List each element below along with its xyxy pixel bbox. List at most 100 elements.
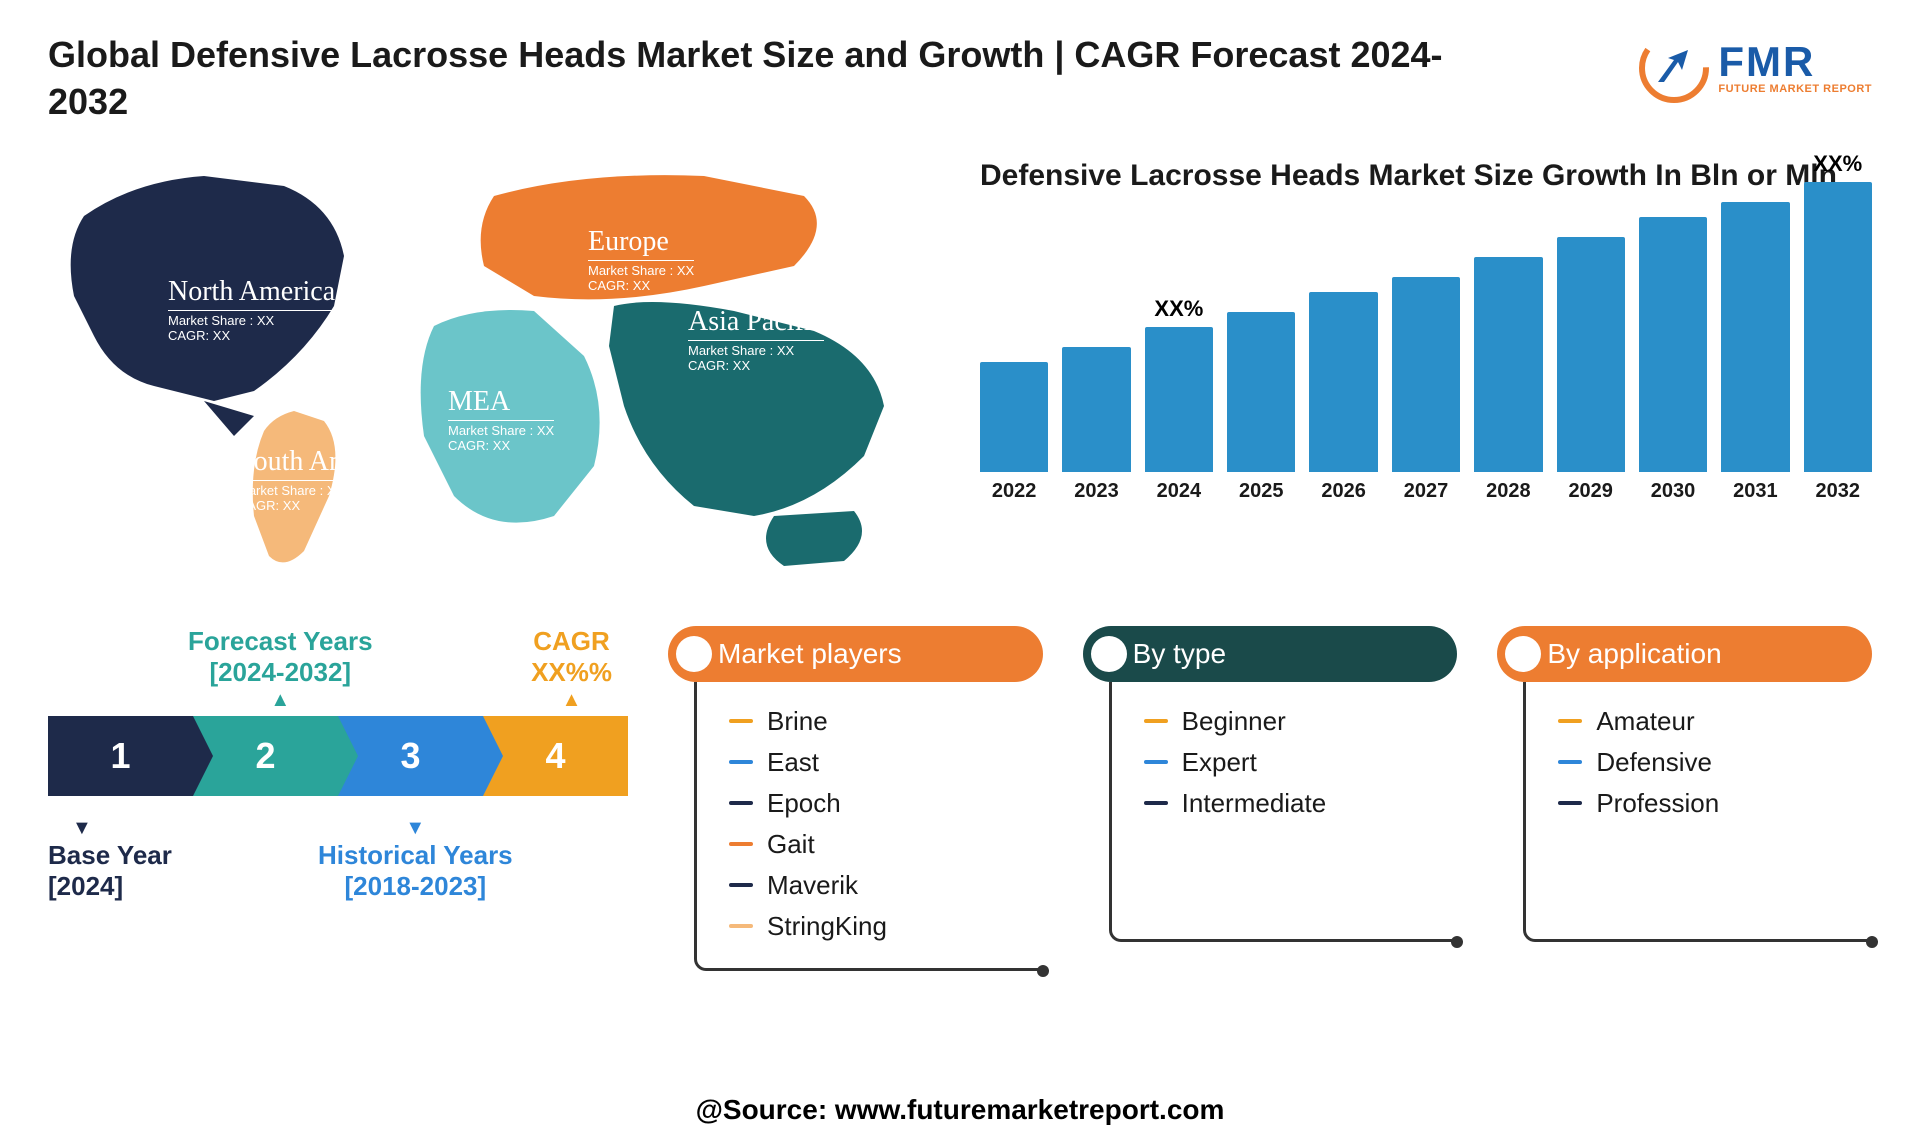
- bullet-icon: [1144, 801, 1168, 805]
- category-header: By type: [1083, 626, 1458, 682]
- bar-annotation: XX%: [1154, 296, 1203, 322]
- bar-2027: 2027: [1392, 277, 1460, 503]
- category-by-type: By type Beginner Expert Intermediate: [1083, 626, 1458, 971]
- bar-2028: 2028: [1474, 257, 1542, 503]
- bar: [1062, 347, 1130, 472]
- bar-2030: 2030: [1639, 217, 1707, 503]
- region-asia-pacific: Asia PacificMarket Share : XXCAGR: XX: [688, 306, 824, 373]
- category-header: Market players: [668, 626, 1043, 682]
- bar-chart-section: Defensive Lacrosse Heads Market Size Gro…: [980, 156, 1872, 576]
- item-label: Beginner: [1182, 706, 1286, 737]
- bar-chart: 20222023XX%20242025202620272028202920302…: [980, 203, 1872, 503]
- category-body: Brine East Epoch Gait Maverik StringKing: [694, 682, 1043, 971]
- bar-2026: 2026: [1309, 292, 1377, 503]
- bar-year-label: 2023: [1074, 480, 1119, 503]
- bar-year-label: 2029: [1568, 480, 1613, 503]
- item-label: Maverik: [767, 870, 858, 901]
- item-label: StringKing: [767, 911, 887, 942]
- category-market-players: Market players Brine East Epoch Gait Maverik S…: [668, 626, 1043, 971]
- page-title: Global Defensive Lacrosse Heads Market S…: [48, 32, 1478, 126]
- bullet-icon: [1144, 719, 1168, 723]
- item-label: East: [767, 747, 819, 778]
- timeline: Forecast Years [2024-2032] ▲ CAGR XX%% ▲…: [48, 626, 628, 796]
- list-item: Maverik: [729, 870, 1027, 901]
- bar-year-label: 2024: [1157, 480, 1202, 503]
- list-item: Amateur: [1558, 706, 1856, 737]
- item-label: Amateur: [1596, 706, 1694, 737]
- chart-title: Defensive Lacrosse Heads Market Size Gro…: [980, 156, 1872, 195]
- bar-2029: 2029: [1557, 237, 1625, 503]
- bar-2025: 2025: [1227, 312, 1295, 503]
- logo: FMR FUTURE MARKET REPORT: [1638, 32, 1872, 104]
- bar-year-label: 2022: [992, 480, 1037, 503]
- timeline-seg-2: 2: [193, 716, 338, 796]
- bar-2031: 2031: [1721, 202, 1789, 503]
- category-body: Amateur Defensive Profession: [1523, 682, 1872, 942]
- bar-year-label: 2027: [1404, 480, 1449, 503]
- list-item: StringKing: [729, 911, 1027, 942]
- region-south-america: South AmericaMarket Share : XXCAGR: XX: [238, 446, 405, 513]
- bar-year-label: 2030: [1651, 480, 1696, 503]
- item-label: Expert: [1182, 747, 1257, 778]
- base-label: ▼ Base Year [2024]: [48, 816, 172, 902]
- bullet-icon: [729, 801, 753, 805]
- forecast-label: Forecast Years [2024-2032] ▲: [188, 626, 373, 712]
- bar-year-label: 2026: [1321, 480, 1366, 503]
- bar: [1227, 312, 1295, 472]
- list-item: Brine: [729, 706, 1027, 737]
- bullet-icon: [1558, 760, 1582, 764]
- region-europe: EuropeMarket Share : XXCAGR: XX: [588, 226, 694, 293]
- bar-year-label: 2028: [1486, 480, 1531, 503]
- item-label: Profession: [1596, 788, 1719, 819]
- logo-sub: FUTURE MARKET REPORT: [1718, 83, 1872, 95]
- category-body: Beginner Expert Intermediate: [1109, 682, 1458, 942]
- bullet-icon: [1558, 719, 1582, 723]
- item-label: Epoch: [767, 788, 841, 819]
- bar: [1309, 292, 1377, 472]
- item-label: Intermediate: [1182, 788, 1327, 819]
- item-label: Gait: [767, 829, 815, 860]
- bar: [980, 362, 1048, 472]
- list-item: Beginner: [1144, 706, 1442, 737]
- cagr-label: CAGR XX%% ▲: [531, 626, 612, 712]
- list-item: East: [729, 747, 1027, 778]
- bullet-icon: [1144, 760, 1168, 764]
- category-header: By application: [1497, 626, 1872, 682]
- bullet-icon: [729, 719, 753, 723]
- category-by-application: By application Amateur Defensive Profession: [1497, 626, 1872, 971]
- bar-2023: 2023: [1062, 347, 1130, 503]
- bar: [1721, 202, 1789, 472]
- bar: [1804, 182, 1872, 472]
- bar: [1557, 237, 1625, 472]
- timeline-seg-3: 3: [338, 716, 483, 796]
- item-label: Brine: [767, 706, 828, 737]
- region-mea: MEAMarket Share : XXCAGR: XX: [448, 386, 554, 453]
- world-map: North AmericaMarket Share : XXCAGR: XX So…: [48, 156, 940, 576]
- bar: [1639, 217, 1707, 472]
- bullet-icon: [729, 883, 753, 887]
- bullet-icon: [1558, 801, 1582, 805]
- bar-annotation: XX%: [1813, 151, 1862, 177]
- list-item: Defensive: [1558, 747, 1856, 778]
- bar-2032: XX%2032: [1804, 182, 1872, 503]
- logo-icon: [1638, 32, 1710, 104]
- bar-year-label: 2025: [1239, 480, 1284, 503]
- bar-2024: XX%2024: [1145, 327, 1213, 503]
- historical-label: ▼ Historical Years [2018-2023]: [318, 816, 513, 902]
- region-north-america: North AmericaMarket Share : XXCAGR: XX: [168, 276, 335, 343]
- bar: [1474, 257, 1542, 472]
- bar: [1145, 327, 1213, 472]
- bullet-icon: [729, 842, 753, 846]
- bar-2022: 2022: [980, 362, 1048, 503]
- timeline-seg-1: 1: [48, 716, 193, 796]
- bar: [1392, 277, 1460, 472]
- item-label: Defensive: [1596, 747, 1712, 778]
- list-item: Epoch: [729, 788, 1027, 819]
- list-item: Expert: [1144, 747, 1442, 778]
- list-item: Gait: [729, 829, 1027, 860]
- bar-year-label: 2031: [1733, 480, 1778, 503]
- list-item: Intermediate: [1144, 788, 1442, 819]
- logo-main: FMR: [1718, 41, 1872, 83]
- bullet-icon: [729, 924, 753, 928]
- bullet-icon: [729, 760, 753, 764]
